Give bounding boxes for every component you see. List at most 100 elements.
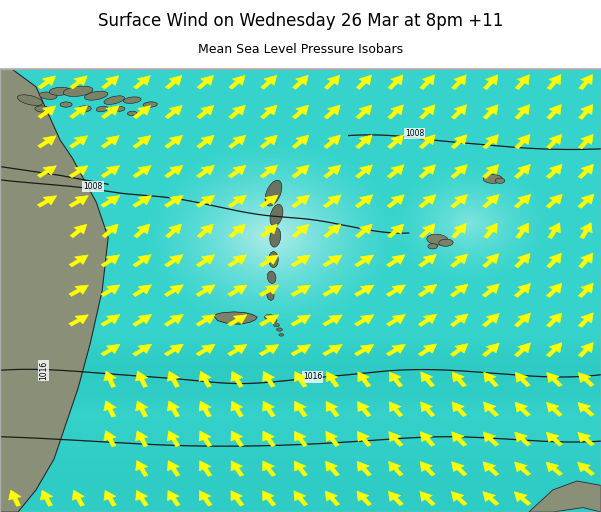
FancyArrow shape xyxy=(292,105,309,119)
FancyArrow shape xyxy=(292,135,309,148)
FancyArrow shape xyxy=(199,461,212,477)
FancyArrow shape xyxy=(580,223,592,239)
Text: 1008: 1008 xyxy=(405,129,424,138)
FancyArrow shape xyxy=(196,314,215,326)
Text: 1008: 1008 xyxy=(84,182,103,191)
FancyArrow shape xyxy=(231,431,243,446)
FancyArrow shape xyxy=(419,75,435,90)
FancyArrow shape xyxy=(38,76,55,89)
FancyArrow shape xyxy=(231,401,243,417)
FancyArrow shape xyxy=(324,135,341,148)
FancyArrow shape xyxy=(133,314,151,326)
Text: 1016: 1016 xyxy=(303,372,322,381)
FancyArrow shape xyxy=(452,372,466,387)
FancyArrow shape xyxy=(69,315,88,326)
FancyArrow shape xyxy=(260,165,278,178)
FancyArrow shape xyxy=(165,195,183,207)
Ellipse shape xyxy=(39,92,57,99)
FancyArrow shape xyxy=(165,254,183,267)
FancyArrow shape xyxy=(228,314,247,326)
FancyArrow shape xyxy=(37,166,56,178)
FancyArrow shape xyxy=(546,134,561,149)
Text: Surface Wind on Wednesday 26 Mar at 8pm +11: Surface Wind on Wednesday 26 Mar at 8pm … xyxy=(98,12,503,30)
FancyArrow shape xyxy=(355,165,373,178)
FancyArrow shape xyxy=(418,344,437,356)
FancyArrow shape xyxy=(355,315,374,326)
FancyArrow shape xyxy=(263,401,275,417)
FancyArrow shape xyxy=(578,462,594,476)
FancyArrow shape xyxy=(450,344,468,356)
FancyArrow shape xyxy=(386,285,406,296)
Ellipse shape xyxy=(428,244,438,249)
FancyArrow shape xyxy=(387,165,404,178)
FancyArrow shape xyxy=(259,315,279,326)
FancyArrow shape xyxy=(228,105,245,119)
FancyArrow shape xyxy=(101,285,120,296)
FancyArrow shape xyxy=(483,75,498,90)
FancyArrow shape xyxy=(546,402,563,416)
FancyArrow shape xyxy=(546,432,563,446)
FancyArrow shape xyxy=(451,104,466,119)
FancyArrow shape xyxy=(515,402,531,416)
FancyArrow shape xyxy=(548,223,561,239)
FancyArrow shape xyxy=(72,490,84,506)
FancyArrow shape xyxy=(323,165,341,178)
FancyArrow shape xyxy=(260,224,277,238)
FancyArrow shape xyxy=(323,255,342,267)
FancyArrow shape xyxy=(579,74,593,90)
FancyArrow shape xyxy=(263,461,276,476)
FancyArrow shape xyxy=(326,461,340,476)
FancyArrow shape xyxy=(199,371,211,388)
FancyArrow shape xyxy=(259,285,279,296)
FancyArrow shape xyxy=(483,343,499,357)
FancyArrow shape xyxy=(323,195,341,208)
Ellipse shape xyxy=(273,324,279,327)
FancyArrow shape xyxy=(388,105,403,119)
FancyArrow shape xyxy=(357,461,371,476)
FancyArrow shape xyxy=(355,255,374,267)
Ellipse shape xyxy=(96,106,108,112)
FancyArrow shape xyxy=(546,462,563,476)
FancyArrow shape xyxy=(228,255,246,267)
FancyArrow shape xyxy=(324,105,340,119)
FancyArrow shape xyxy=(578,194,594,208)
FancyArrow shape xyxy=(70,224,87,238)
FancyArrow shape xyxy=(167,371,180,388)
FancyArrow shape xyxy=(167,431,180,447)
FancyArrow shape xyxy=(134,224,150,238)
Ellipse shape xyxy=(270,318,277,323)
FancyArrow shape xyxy=(199,431,212,447)
FancyArrow shape xyxy=(69,285,88,296)
FancyArrow shape xyxy=(514,135,530,149)
FancyArrow shape xyxy=(197,75,213,89)
FancyArrow shape xyxy=(355,195,373,208)
FancyArrow shape xyxy=(483,164,499,179)
Ellipse shape xyxy=(127,111,137,116)
FancyArrow shape xyxy=(197,195,215,207)
FancyArrow shape xyxy=(356,224,372,238)
FancyArrow shape xyxy=(388,224,404,238)
FancyArrow shape xyxy=(547,104,561,119)
FancyArrow shape xyxy=(483,135,498,149)
Ellipse shape xyxy=(269,251,278,268)
FancyArrow shape xyxy=(547,253,561,268)
FancyArrow shape xyxy=(578,313,593,327)
FancyArrow shape xyxy=(419,195,436,208)
FancyArrow shape xyxy=(515,75,529,90)
FancyArrow shape xyxy=(136,460,148,477)
FancyArrow shape xyxy=(386,314,406,326)
FancyArrow shape xyxy=(324,224,341,238)
FancyArrow shape xyxy=(579,104,593,119)
FancyArrow shape xyxy=(483,284,499,297)
FancyArrow shape xyxy=(228,195,246,207)
Ellipse shape xyxy=(270,204,283,226)
FancyArrow shape xyxy=(133,196,151,207)
FancyArrow shape xyxy=(419,224,435,238)
FancyArrow shape xyxy=(326,431,339,446)
FancyArrow shape xyxy=(483,462,499,476)
FancyArrow shape xyxy=(388,135,404,148)
FancyArrow shape xyxy=(133,136,151,148)
FancyArrow shape xyxy=(451,462,467,476)
FancyArrow shape xyxy=(101,196,120,207)
FancyArrow shape xyxy=(69,165,88,178)
